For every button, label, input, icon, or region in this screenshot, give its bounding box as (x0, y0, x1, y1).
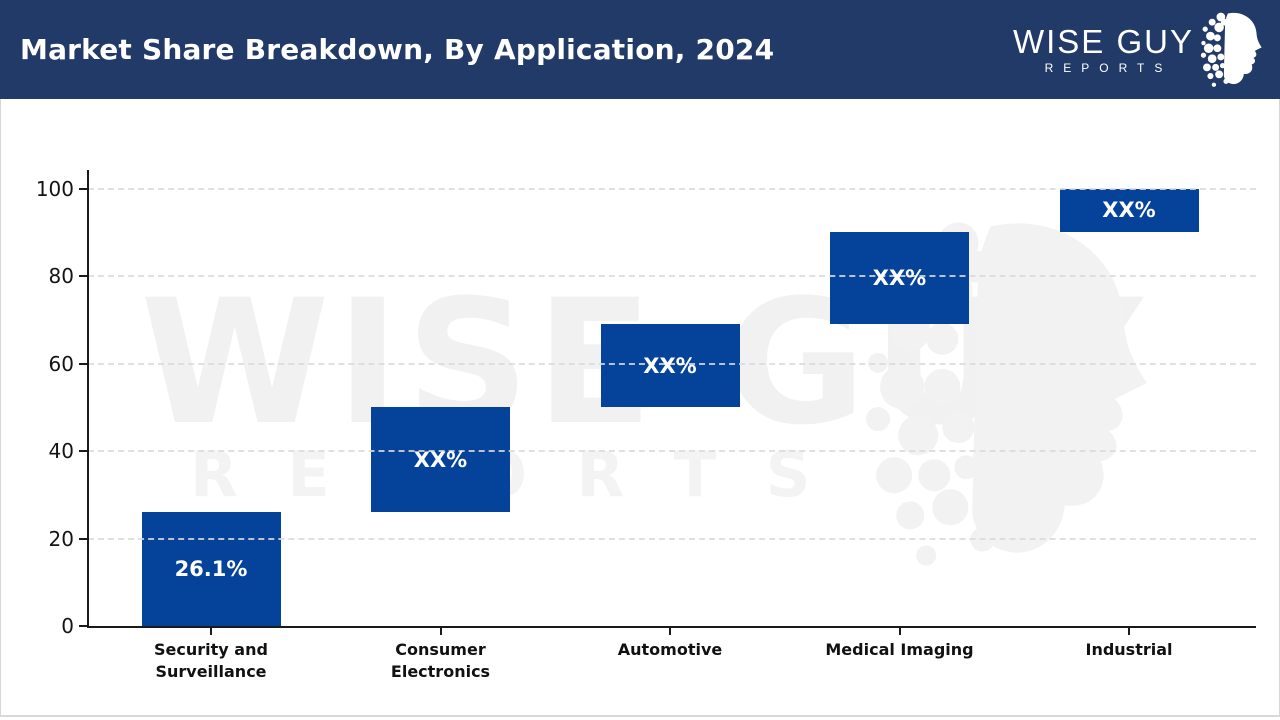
bar-consumer-electronics (371, 407, 510, 512)
bar-value-label-consumer-electronics: XX% (413, 447, 468, 472)
gridline-y-40 (88, 450, 1256, 452)
y-axis-line (87, 170, 89, 628)
x-axis-category-label-security-and-surveillance: Security and Surveillance (154, 640, 268, 681)
bar-automotive (600, 324, 740, 408)
bar-security-and-surveillance (141, 511, 281, 626)
y-axis-tick-label-100: 100 (35, 176, 74, 201)
logo-subtitle: REPORTS (1044, 60, 1173, 75)
chart-title: Market Share Breakdown, By Application, … (20, 33, 775, 66)
x-axis-line (87, 626, 1256, 628)
header-banner: Market Share Breakdown, By Application, … (0, 0, 1280, 99)
y-axis-tick-mark-20 (79, 537, 87, 540)
x-axis-category-label-automotive: Automotive (617, 640, 723, 659)
bar-value-label-automotive: XX% (643, 353, 697, 378)
y-axis-tick-label-20: 20 (48, 526, 74, 551)
x-axis-category-label-industrial: Industrial (1085, 640, 1173, 659)
bar-value-label-medical-imaging: XX% (872, 266, 927, 291)
y-axis-tick-mark-60 (79, 362, 87, 365)
y-axis-tick-label-60: 60 (48, 351, 74, 376)
logo-head-icon (1200, 12, 1262, 87)
bar-medical-imaging (830, 232, 969, 325)
x-axis-tick-mark-medical-imaging (898, 627, 901, 635)
x-axis-tick-mark-automotive (669, 627, 671, 635)
y-axis-tick-label-40: 40 (48, 439, 74, 463)
bar-value-label-security-and-surveillance: 26.1% (174, 556, 248, 581)
wise-guy-reports-logo: WISE GUY REPORTS (1013, 10, 1280, 90)
y-axis-tick-label-80: 80 (48, 264, 74, 288)
x-axis-category-label-consumer-electronics: Consumer Electronics (390, 640, 491, 681)
logo-wordmark: WISE GUY (1012, 22, 1194, 60)
logo-text: WISE GUY REPORTS (1012, 22, 1194, 75)
gridline-y-100 (88, 187, 1256, 190)
gridline-y-60 (88, 362, 1256, 365)
gridline-y-20 (88, 537, 1256, 540)
bar-value-label-industrial: XX% (1102, 198, 1156, 223)
x-axis-tick-mark-consumer-electronics (439, 627, 442, 635)
y-axis-tick-mark-100 (79, 187, 87, 190)
y-axis-tick-mark-40 (79, 450, 87, 452)
y-axis-tick-mark-80 (79, 275, 87, 277)
gridline-y-80 (88, 275, 1256, 277)
x-axis-tick-mark-industrial (1128, 627, 1130, 635)
y-axis-tick-mark-0 (79, 625, 87, 627)
x-axis-tick-mark-security-and-surveillance (210, 627, 212, 635)
x-axis-category-label-medical-imaging: Medical Imaging (825, 640, 974, 659)
bar-industrial (1059, 188, 1199, 233)
y-axis-tick-label-0: 0 (61, 614, 74, 638)
